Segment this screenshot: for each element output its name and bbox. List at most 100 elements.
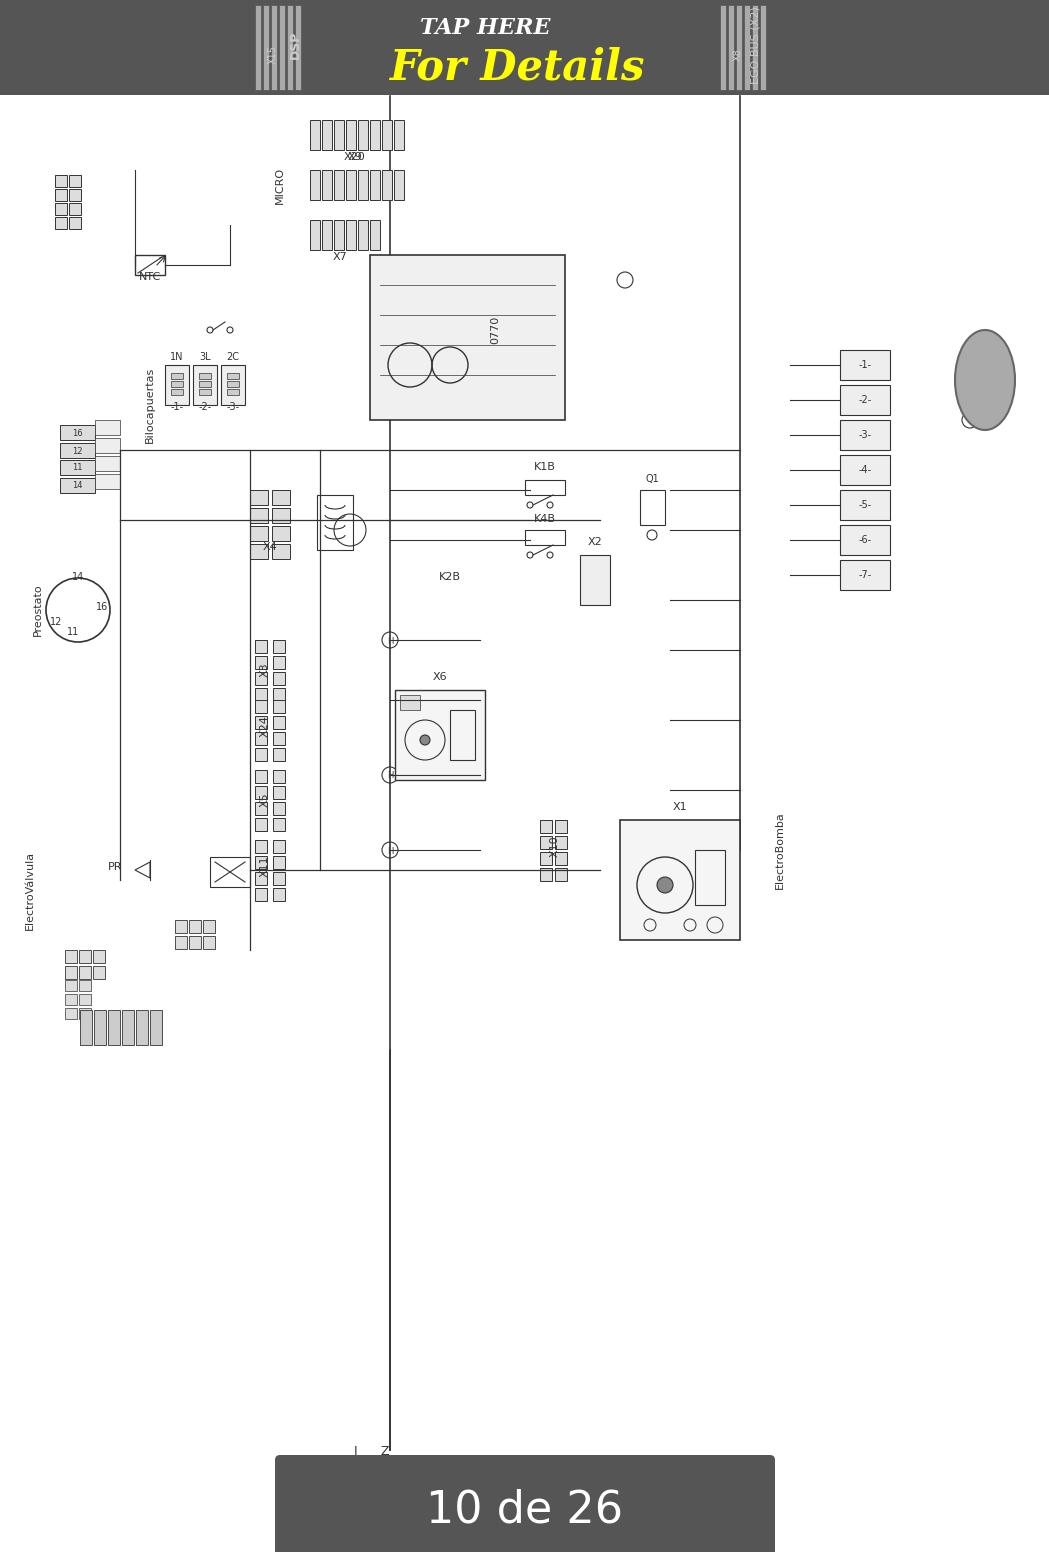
Bar (250, 526, 267, 542)
Bar (255, 818, 267, 830)
Text: 2C: 2C (227, 352, 239, 362)
Bar (555, 868, 568, 882)
Bar (759, 5, 766, 90)
Bar (69, 203, 81, 216)
Bar (540, 837, 552, 849)
Bar (250, 490, 267, 504)
Bar (136, 1010, 148, 1044)
Bar (370, 255, 565, 421)
Bar (840, 385, 890, 414)
Bar (334, 171, 344, 200)
Text: 16: 16 (97, 602, 108, 611)
Bar (255, 688, 267, 702)
Bar (95, 473, 120, 489)
Bar (273, 656, 285, 669)
Text: 1N: 1N (170, 352, 184, 362)
Bar (79, 950, 91, 962)
Text: -1-: -1- (170, 402, 184, 411)
Text: X2: X2 (587, 537, 602, 546)
Bar (204, 936, 215, 948)
Bar (394, 120, 404, 151)
Bar (255, 840, 267, 854)
Bar (382, 120, 392, 151)
Bar (358, 171, 368, 200)
Bar (279, 5, 285, 90)
Bar (752, 5, 758, 90)
Bar (165, 365, 189, 405)
Bar (171, 372, 183, 379)
Text: 14: 14 (72, 573, 84, 582)
Bar (346, 120, 356, 151)
Bar (450, 709, 475, 760)
Bar (122, 1010, 134, 1044)
Bar (555, 819, 568, 833)
Text: X3: X3 (260, 663, 270, 677)
Bar (273, 700, 285, 712)
Bar (272, 490, 290, 504)
Text: X20: X20 (344, 152, 366, 161)
Bar (273, 639, 285, 653)
Bar (580, 556, 611, 605)
Bar (540, 852, 552, 864)
Text: Z: Z (381, 1445, 389, 1457)
Bar (311, 220, 320, 250)
Bar (400, 695, 420, 709)
Bar (227, 372, 239, 379)
Text: Preostato: Preostato (33, 584, 43, 636)
Bar (65, 979, 77, 992)
Bar (79, 979, 91, 992)
Bar (55, 175, 67, 186)
Text: 12: 12 (71, 447, 82, 455)
Bar (322, 171, 331, 200)
Text: X24: X24 (260, 715, 270, 737)
Bar (55, 203, 67, 216)
Text: 11: 11 (71, 464, 82, 472)
Text: MICRO: MICRO (275, 166, 285, 203)
Bar (94, 1010, 106, 1044)
Text: EGO BUS (X2): EGO BUS (X2) (750, 6, 759, 84)
Bar (55, 189, 67, 202)
Text: K2B: K2B (438, 573, 461, 582)
Bar (80, 1010, 92, 1044)
Bar (95, 421, 120, 435)
Bar (0, 0, 1049, 95)
Text: 3L: 3L (199, 352, 211, 362)
Text: -2-: -2- (858, 396, 872, 405)
Bar (250, 545, 267, 559)
Bar (273, 672, 285, 684)
Bar (255, 700, 267, 712)
Text: X9: X9 (347, 152, 362, 161)
Bar (175, 936, 187, 948)
Bar (255, 872, 267, 885)
Text: DSP: DSP (288, 31, 301, 59)
Bar (382, 171, 392, 200)
Bar (271, 5, 277, 90)
Bar (640, 490, 665, 525)
Bar (175, 920, 187, 933)
Bar (55, 217, 67, 230)
Bar (311, 120, 320, 151)
Bar (65, 965, 77, 979)
Text: ElectroBomba: ElectroBomba (775, 812, 785, 889)
Bar (273, 840, 285, 854)
Bar (524, 529, 565, 545)
Bar (135, 255, 165, 275)
Bar (199, 372, 211, 379)
Text: X7: X7 (333, 251, 347, 262)
Text: -3-: -3- (858, 430, 872, 441)
Bar (720, 5, 726, 90)
Bar (273, 818, 285, 830)
Bar (255, 715, 267, 729)
Bar (193, 365, 217, 405)
Bar (199, 380, 211, 386)
Bar (69, 217, 81, 230)
Bar (273, 748, 285, 760)
Bar (273, 857, 285, 869)
Text: K4B: K4B (534, 514, 556, 525)
Text: H: H (387, 846, 393, 855)
Bar (273, 688, 285, 702)
Bar (60, 425, 95, 441)
Bar (273, 733, 285, 745)
FancyBboxPatch shape (275, 1456, 775, 1552)
Text: 11: 11 (67, 627, 79, 636)
